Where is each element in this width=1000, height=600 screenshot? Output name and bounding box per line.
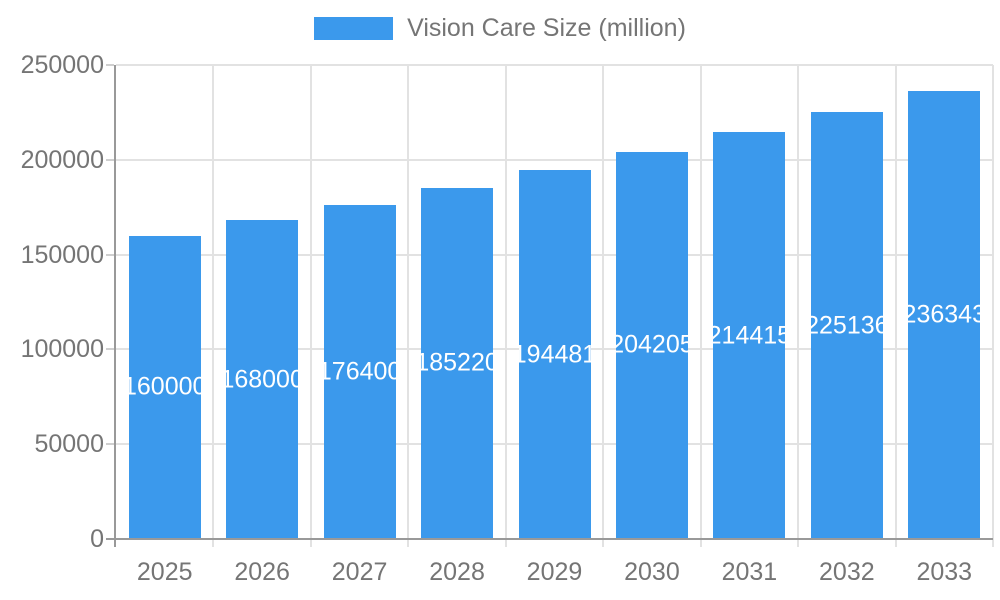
y-tick-mark — [106, 348, 114, 351]
bar-value-label: 225136 — [810, 311, 883, 340]
y-tick-mark — [106, 253, 114, 256]
bar-value-label: 160000 — [128, 372, 201, 401]
plot-area: 160000 168000 176400 185220 194481 204205 2144… — [106, 64, 994, 547]
y-tick-label: 150000 — [20, 240, 104, 269]
x-tick-label: 2032 — [819, 558, 875, 586]
y-tick-mark — [106, 443, 114, 446]
bar[interactable]: 194481 — [518, 170, 591, 539]
bar[interactable]: 168000 — [226, 220, 299, 539]
x-gridline — [602, 65, 605, 547]
x-gridline — [504, 65, 507, 547]
y-gridline — [116, 64, 993, 66]
x-gridline — [407, 65, 410, 547]
x-gridline — [894, 65, 897, 547]
bar[interactable]: 204205 — [615, 151, 688, 539]
x-tick-label: 2029 — [526, 558, 583, 586]
x-tick-label: 2031 — [721, 558, 778, 586]
y-tick-label: 0 — [90, 525, 104, 553]
y-tick-label: 250000 — [20, 51, 104, 79]
bar[interactable]: 236343 — [908, 90, 981, 539]
y-tick-label: 200000 — [20, 145, 104, 174]
legend-swatch — [314, 17, 394, 40]
legend[interactable]: Vision Care Size (million) — [0, 14, 1000, 43]
x-axis-line — [106, 538, 993, 540]
x-tick-label: 2026 — [234, 558, 290, 586]
bar[interactable]: 185220 — [421, 187, 494, 539]
x-gridline — [797, 65, 800, 547]
bar-value-label: 194481 — [518, 340, 591, 369]
x-gridline — [309, 65, 312, 547]
y-tick-mark — [106, 158, 114, 161]
x-tick-label: 2028 — [429, 558, 485, 586]
x-tick-label: 2025 — [136, 558, 193, 586]
bar-value-label: 236343 — [908, 300, 981, 329]
x-tick-label: 2027 — [331, 558, 388, 586]
bar-value-label: 185220 — [421, 348, 494, 377]
bar-value-label: 204205 — [615, 330, 688, 359]
legend-label: Vision Care Size (million) — [407, 14, 686, 42]
bar[interactable]: 225136 — [810, 112, 883, 539]
x-gridline — [699, 65, 702, 547]
y-tick-label: 100000 — [20, 335, 104, 364]
x-tick-label: 2033 — [916, 558, 973, 586]
y-tick-mark — [106, 64, 114, 66]
bar-value-label: 168000 — [226, 365, 299, 394]
bar[interactable]: 160000 — [128, 235, 201, 539]
y-gridline — [116, 158, 993, 161]
x-tick-label: 2030 — [624, 558, 680, 586]
y-axis-line — [114, 65, 116, 547]
y-tick-label: 50000 — [34, 430, 104, 459]
x-gridline — [212, 65, 215, 547]
x-gridline — [992, 65, 994, 547]
bar-value-label: 176400 — [323, 357, 396, 386]
bar-value-label: 214415 — [713, 321, 786, 350]
bar[interactable]: 214415 — [713, 132, 786, 539]
bar[interactable]: 176400 — [323, 204, 396, 539]
